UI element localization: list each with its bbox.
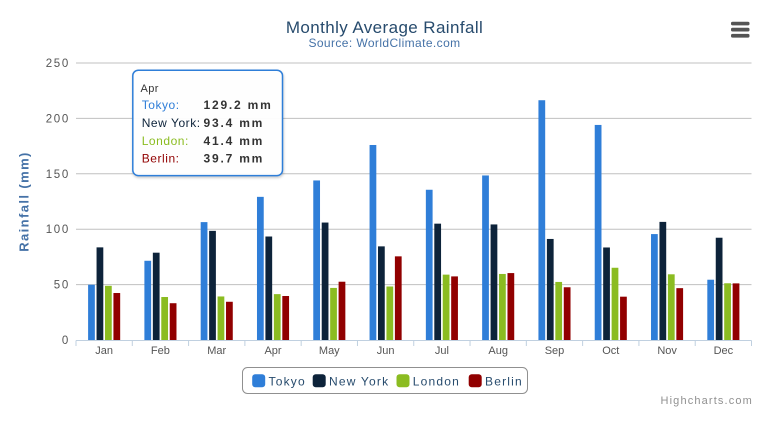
svg-text:London: London bbox=[413, 374, 460, 388]
svg-text:250: 250 bbox=[46, 58, 70, 70]
svg-text:93.4 mm: 93.4 mm bbox=[204, 116, 265, 130]
svg-text:Apr: Apr bbox=[264, 345, 281, 357]
svg-text:129.2 mm: 129.2 mm bbox=[204, 98, 273, 112]
svg-text:Feb: Feb bbox=[151, 345, 170, 357]
svg-text:Jun: Jun bbox=[377, 345, 395, 357]
svg-text:Oct: Oct bbox=[602, 345, 619, 357]
svg-text:Aug: Aug bbox=[488, 345, 508, 357]
svg-text:Tokyo:: Tokyo: bbox=[142, 98, 180, 112]
svg-text:Monthly Average Rainfall: Monthly Average Rainfall bbox=[286, 18, 483, 37]
svg-text:Mar: Mar bbox=[207, 345, 226, 357]
svg-text:41.4 mm: 41.4 mm bbox=[204, 134, 265, 148]
svg-text:New York: New York bbox=[329, 374, 389, 388]
svg-text:London:: London: bbox=[142, 134, 189, 148]
svg-text:Tokyo: Tokyo bbox=[269, 374, 306, 388]
svg-text:Jul: Jul bbox=[435, 345, 449, 357]
svg-text:Jan: Jan bbox=[95, 345, 113, 357]
svg-text:Source: WorldClimate.com: Source: WorldClimate.com bbox=[308, 36, 460, 50]
svg-text:Sep: Sep bbox=[545, 345, 565, 357]
svg-text:100: 100 bbox=[46, 224, 70, 236]
svg-text:Rainfall (mm): Rainfall (mm) bbox=[17, 151, 32, 252]
svg-text:39.7 mm: 39.7 mm bbox=[204, 152, 265, 166]
svg-text:150: 150 bbox=[46, 169, 70, 181]
svg-text:Apr: Apr bbox=[141, 83, 159, 95]
svg-text:New York:: New York: bbox=[142, 116, 201, 130]
svg-text:Highcharts.com: Highcharts.com bbox=[660, 395, 753, 407]
svg-text:200: 200 bbox=[46, 113, 70, 125]
svg-text:0: 0 bbox=[62, 335, 70, 347]
svg-text:Nov: Nov bbox=[657, 345, 677, 357]
svg-text:50: 50 bbox=[54, 280, 70, 292]
svg-text:Dec: Dec bbox=[714, 345, 734, 357]
svg-text:Berlin:: Berlin: bbox=[142, 152, 180, 166]
svg-text:May: May bbox=[319, 345, 340, 357]
svg-text:Berlin: Berlin bbox=[485, 374, 523, 388]
